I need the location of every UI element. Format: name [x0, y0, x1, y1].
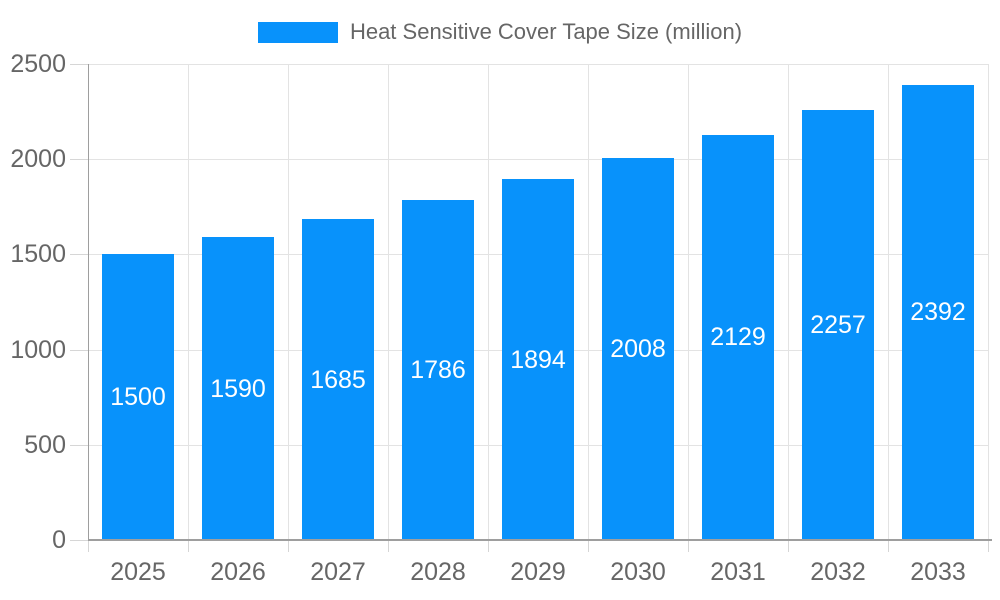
y-axis-tick — [70, 254, 88, 256]
x-axis-tick — [788, 540, 789, 552]
bar[interactable] — [702, 134, 774, 540]
gridline-vertical — [288, 64, 289, 540]
x-axis-tick-label: 2032 — [810, 558, 866, 586]
y-axis-tick — [70, 64, 88, 65]
x-axis-line — [88, 539, 992, 541]
y-axis-tick — [70, 159, 88, 161]
gridline-vertical — [988, 64, 989, 540]
gridline-horizontal — [88, 159, 988, 161]
bar[interactable] — [102, 254, 174, 540]
x-axis-tick-label: 2028 — [410, 558, 466, 586]
x-axis-tick-label: 2025 — [110, 558, 166, 586]
bar[interactable] — [802, 110, 874, 540]
x-axis-tick — [688, 540, 689, 552]
y-axis-tick-label: 500 — [24, 430, 66, 459]
y-axis-tick-label: 0 — [52, 526, 66, 554]
gridline-vertical — [488, 64, 489, 540]
gridline-vertical — [788, 64, 789, 540]
gridline-vertical — [688, 64, 689, 540]
y-axis-tick-label: 1000 — [10, 335, 66, 364]
x-axis-tick — [188, 540, 189, 552]
x-axis-tick — [388, 540, 389, 552]
bar[interactable] — [402, 199, 474, 540]
x-axis-tick-label: 2027 — [310, 558, 366, 586]
x-axis-tick-label: 2031 — [710, 558, 766, 586]
gridline-vertical — [388, 64, 389, 540]
y-axis-tick — [70, 540, 88, 541]
y-axis-tick-label: 2500 — [10, 50, 66, 78]
gridline-vertical — [888, 64, 889, 540]
legend-swatch — [257, 21, 338, 43]
x-axis-tick — [588, 540, 589, 552]
y-axis-tick — [70, 349, 88, 351]
x-axis-tick-label: 2029 — [510, 558, 566, 586]
legend-label: Heat Sensitive Cover Tape Size (million) — [349, 19, 743, 44]
bar[interactable] — [302, 219, 374, 540]
bar[interactable] — [602, 157, 674, 540]
x-axis-tick-label: 2033 — [910, 558, 966, 586]
x-axis-tick-label: 2026 — [210, 558, 266, 586]
gridline-horizontal — [88, 64, 988, 65]
y-axis-line — [88, 64, 89, 540]
x-axis-tick-label: 2030 — [610, 558, 666, 586]
legend-item[interactable]: Heat Sensitive Cover Tape Size (million) — [0, 18, 1000, 46]
y-axis-tick-label: 2000 — [10, 145, 66, 174]
bar[interactable] — [202, 237, 274, 540]
y-axis-tick-label: 1500 — [10, 240, 66, 269]
y-axis-tick — [70, 444, 88, 446]
gridline-vertical — [588, 64, 589, 540]
x-axis-tick — [888, 540, 889, 552]
x-axis-tick — [988, 540, 989, 552]
gridline-vertical — [188, 64, 189, 540]
bar[interactable] — [502, 179, 574, 540]
bar[interactable] — [902, 84, 974, 540]
x-axis-tick — [288, 540, 289, 552]
x-axis-tick — [488, 540, 489, 552]
x-axis-tick — [88, 540, 89, 552]
